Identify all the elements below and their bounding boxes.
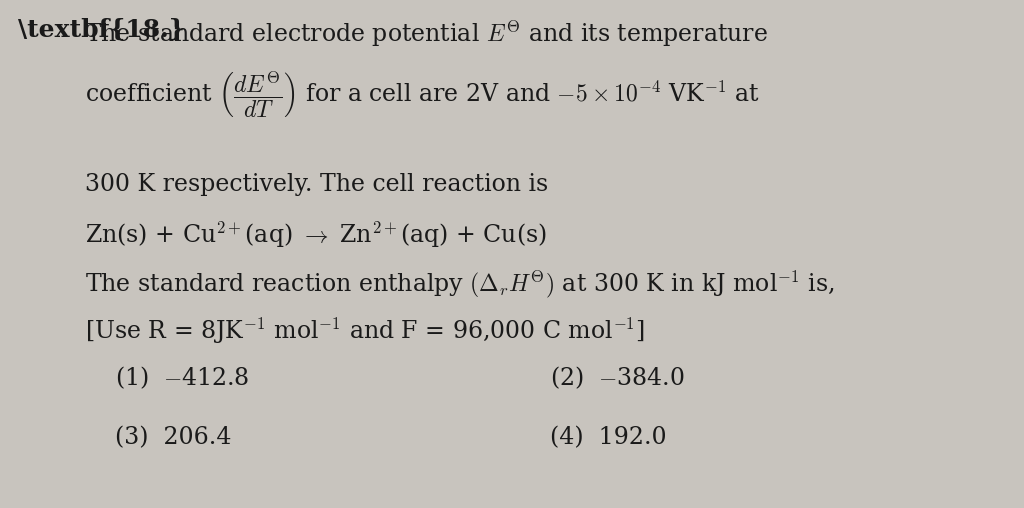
Text: Zn(s) + Cu$^{2+}$(aq) $\rightarrow$ Zn$^{2+}$(aq) + Cu(s): Zn(s) + Cu$^{2+}$(aq) $\rightarrow$ Zn$^… — [85, 220, 547, 250]
Text: [Use R = 8JK$^{-1}$ mol$^{-1}$ and F = 96,000 C mol$^{-1}$]: [Use R = 8JK$^{-1}$ mol$^{-1}$ and F = 9… — [85, 316, 645, 346]
Text: coefficient $\left(\dfrac{dE^{\Theta}}{dT}\right)$ for a cell are 2V and $-5 \ti: coefficient $\left(\dfrac{dE^{\Theta}}{d… — [85, 70, 760, 120]
Text: (2)  $-$384.0: (2) $-$384.0 — [550, 364, 684, 391]
Text: 300 K respectively. The cell reaction is: 300 K respectively. The cell reaction is — [85, 173, 548, 196]
Text: \textbf{18.}: \textbf{18.} — [18, 18, 185, 42]
Text: (3)  206.4: (3) 206.4 — [115, 426, 231, 449]
Text: The standard reaction enthalpy $(\Delta_r H^{\Theta})$ at 300 K in kJ mol$^{-1}$: The standard reaction enthalpy $(\Delta_… — [85, 268, 835, 300]
Text: (1)  $-$412.8: (1) $-$412.8 — [115, 364, 249, 391]
Text: (4)  192.0: (4) 192.0 — [550, 426, 667, 449]
Text: The standard electrode potential $E^{\Theta}$ and its temperature: The standard electrode potential $E^{\Th… — [85, 18, 768, 49]
